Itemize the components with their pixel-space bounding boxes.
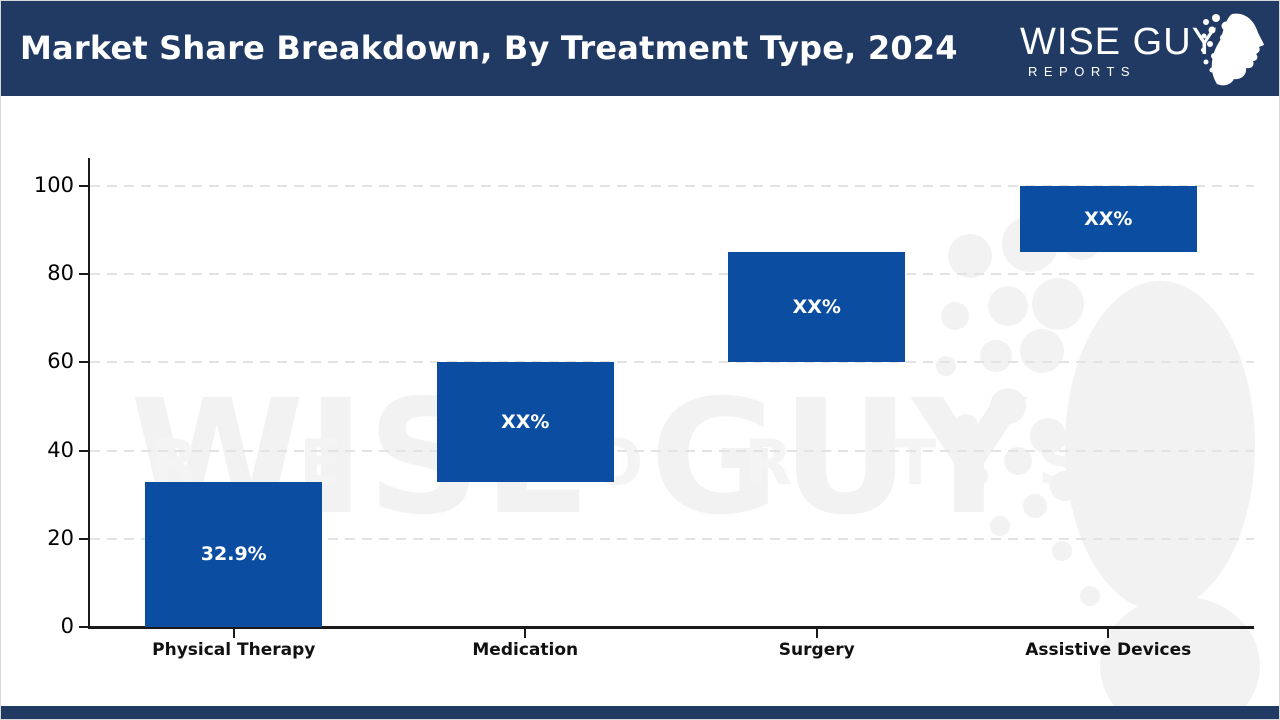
x-tick-mark-medication bbox=[524, 629, 527, 638]
y-tick-mark-60 bbox=[79, 361, 88, 364]
y-tick-label-100: 100 bbox=[33, 173, 74, 197]
bar-surgery: XX% bbox=[728, 252, 906, 363]
gridline-40 bbox=[90, 449, 1254, 452]
dotted-face-icon bbox=[1201, 13, 1264, 86]
bar-assistive-devices: XX% bbox=[1019, 186, 1197, 253]
gridline-80 bbox=[90, 273, 1254, 276]
y-tick-label-60: 60 bbox=[47, 349, 74, 374]
gridline-100 bbox=[90, 185, 1254, 187]
bar-physical-therapy: 32.9% bbox=[145, 481, 323, 627]
x-category-label-physical-therapy: Physical Therapy bbox=[152, 640, 316, 660]
gridline-20 bbox=[90, 537, 1254, 540]
x-tick-mark-surgery bbox=[815, 629, 818, 638]
x-tick-mark-assistive-devices bbox=[1107, 629, 1110, 638]
x-tick-mark-physical-therapy bbox=[232, 629, 235, 638]
logo-text-line2: REPORTS bbox=[1028, 64, 1136, 79]
logo-text-line1: WISE GUY bbox=[1020, 21, 1218, 63]
y-tick-label-80: 80 bbox=[47, 261, 74, 286]
y-tick-mark-80 bbox=[79, 273, 88, 276]
gridline-60 bbox=[90, 361, 1254, 364]
y-tick-label-20: 20 bbox=[47, 525, 74, 550]
y-tick-label-0: 0 bbox=[60, 614, 74, 638]
x-axis-line bbox=[88, 626, 1254, 629]
bar-value-label-physical-therapy: 32.9% bbox=[200, 543, 267, 566]
y-axis-line bbox=[88, 158, 90, 628]
y-tick-label-40: 40 bbox=[47, 437, 74, 462]
wise-guy-reports-logo: WISE GUY REPORTS bbox=[1020, 13, 1264, 86]
x-category-label-medication: Medication bbox=[472, 640, 579, 660]
x-category-label-surgery: Surgery bbox=[778, 640, 855, 660]
y-tick-mark-20 bbox=[79, 537, 88, 540]
footer-bar bbox=[0, 706, 1280, 720]
y-tick-mark-100 bbox=[79, 185, 88, 187]
bar-value-label-assistive-devices: XX% bbox=[1084, 208, 1133, 231]
header-bar: Market Share Breakdown, By Treatment Typ… bbox=[0, 0, 1280, 96]
page-title: Market Share Breakdown, By Treatment Typ… bbox=[20, 29, 958, 67]
y-tick-mark-0 bbox=[79, 626, 88, 628]
x-category-label-assistive-devices: Assistive Devices bbox=[1025, 640, 1192, 660]
bar-value-label-medication: XX% bbox=[501, 411, 550, 434]
bar-medication: XX% bbox=[436, 362, 614, 482]
bar-value-label-surgery: XX% bbox=[792, 296, 841, 319]
y-tick-mark-40 bbox=[79, 449, 88, 452]
